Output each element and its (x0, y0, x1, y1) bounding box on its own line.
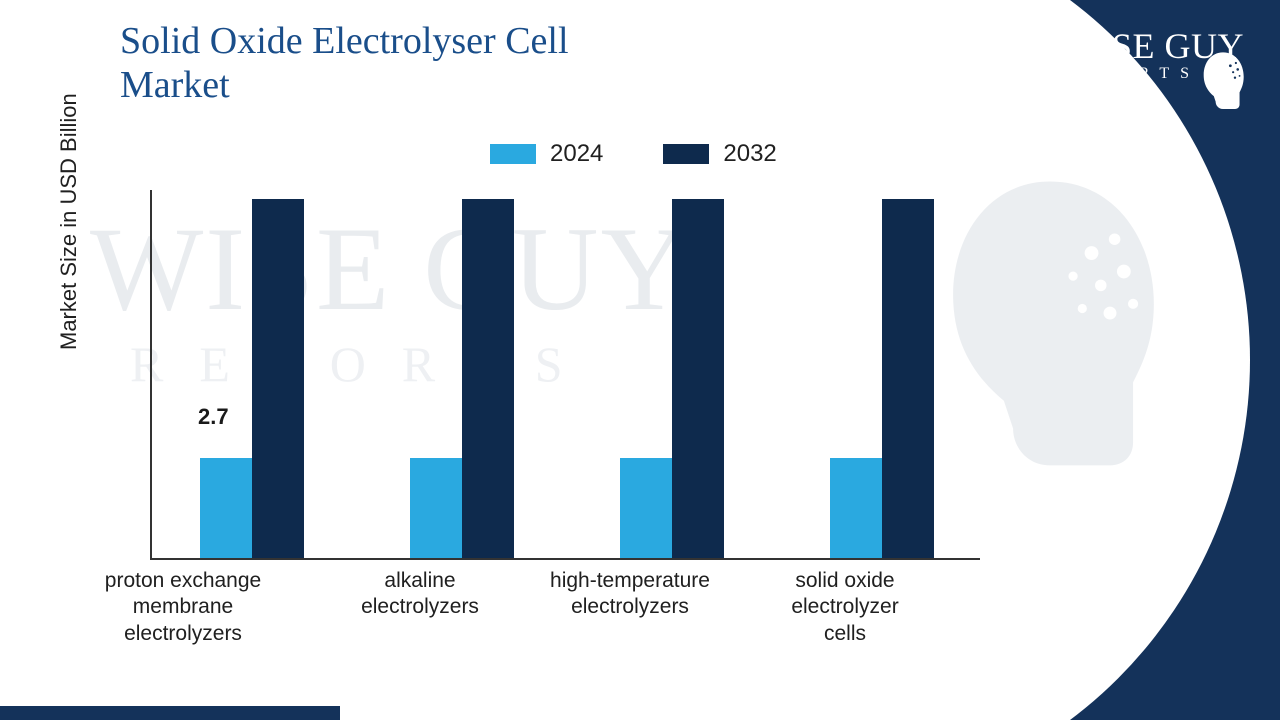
legend-item-2032: 2032 (663, 140, 776, 168)
legend-swatch-2032 (663, 144, 709, 164)
y-axis-label: Market Size in USD Billion (56, 93, 82, 350)
chart-title: Solid Oxide Electrolyser Cell Market (120, 20, 680, 107)
bar-2024 (830, 458, 882, 558)
brand-logo-sub: REPORTS (1054, 66, 1200, 82)
legend-label-2032: 2032 (723, 140, 776, 168)
bar-value-label: 2.7 (198, 404, 229, 430)
legend-swatch-2024 (490, 144, 536, 164)
bar-2024 (200, 458, 252, 558)
plot-region: 2.7 (150, 190, 980, 560)
legend-label-2024: 2024 (550, 140, 603, 168)
bar-group: 2.7 (192, 199, 312, 558)
accent-bar (0, 706, 340, 720)
category-label: alkaline electrolyzers (335, 568, 505, 621)
category-label: high-temperature electrolyzers (530, 568, 730, 621)
bar-group (822, 199, 942, 558)
legend: 2024 2032 (490, 140, 777, 168)
category-label: proton exchange membrane electrolyzers (98, 568, 268, 647)
legend-item-2024: 2024 (490, 140, 603, 168)
brand-logo: WISE GUY REPORTS (1054, 28, 1244, 82)
brand-head-icon (1200, 48, 1246, 112)
bar-2032 (672, 199, 724, 558)
bar-2032 (882, 199, 934, 558)
bar-2032 (252, 199, 304, 558)
category-label: solid oxide electrolyzer cells (770, 568, 920, 647)
bar-2024 (410, 458, 462, 558)
chart-canvas: WISE GUY REPORTS WISE GUY REPORTS Solid … (0, 0, 1280, 720)
bar-group (402, 199, 522, 558)
bar-2024 (620, 458, 672, 558)
bar-group (612, 199, 732, 558)
bar-2032 (462, 199, 514, 558)
chart-area: Market Size in USD Billion 2024 2032 2.7… (60, 140, 990, 700)
